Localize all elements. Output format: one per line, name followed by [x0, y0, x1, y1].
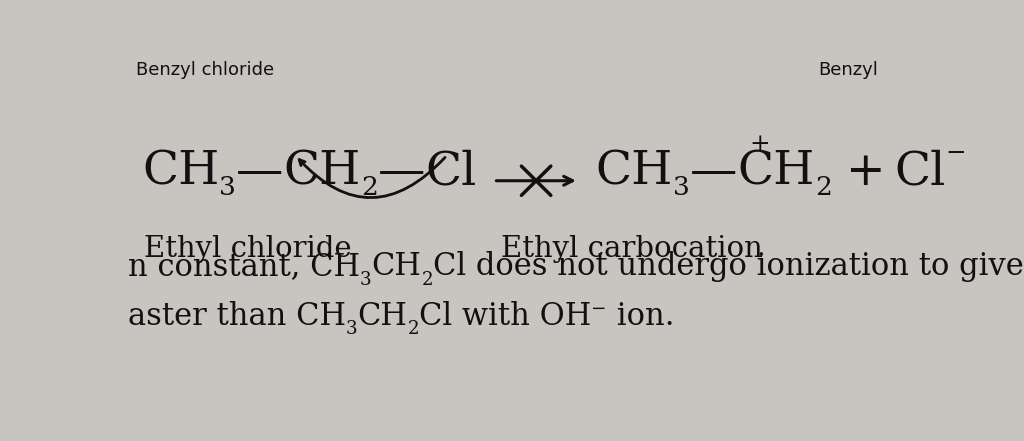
Text: Cl with OH: Cl with OH — [419, 301, 591, 332]
Text: 3: 3 — [360, 271, 372, 289]
Text: ion.: ion. — [606, 301, 674, 332]
Text: Benzyl chloride: Benzyl chloride — [136, 61, 273, 79]
Text: Ethyl carbocation: Ethyl carbocation — [501, 235, 763, 263]
Text: CH: CH — [357, 301, 408, 332]
Text: +: + — [749, 133, 770, 156]
Text: —: — — [378, 149, 425, 194]
Text: 3: 3 — [673, 176, 690, 200]
Text: 2: 2 — [408, 320, 419, 338]
Text: 2: 2 — [422, 271, 433, 289]
Text: CH: CH — [737, 149, 815, 194]
Text: CH: CH — [372, 251, 422, 282]
Text: aster than CH: aster than CH — [128, 301, 346, 332]
Text: Cl does not undergo ionization to give  (: Cl does not undergo ionization to give ( — [433, 251, 1024, 282]
Text: Benzyl: Benzyl — [818, 61, 878, 79]
Text: —: — — [690, 149, 737, 194]
Text: CH: CH — [284, 149, 360, 194]
Text: CH: CH — [142, 149, 219, 194]
Text: 2: 2 — [360, 176, 378, 200]
Text: 3: 3 — [219, 176, 237, 200]
Text: Cl: Cl — [895, 149, 946, 194]
Text: −: − — [591, 300, 606, 318]
Text: +: + — [846, 149, 886, 194]
Text: 3: 3 — [346, 320, 357, 338]
Text: Ethyl chloride: Ethyl chloride — [144, 235, 352, 263]
Text: 2: 2 — [815, 176, 831, 200]
Text: Cl: Cl — [425, 149, 476, 194]
Text: n constant, CH: n constant, CH — [128, 251, 360, 282]
Text: −: − — [946, 142, 967, 165]
Text: —: — — [237, 149, 284, 194]
Text: CH: CH — [596, 149, 673, 194]
